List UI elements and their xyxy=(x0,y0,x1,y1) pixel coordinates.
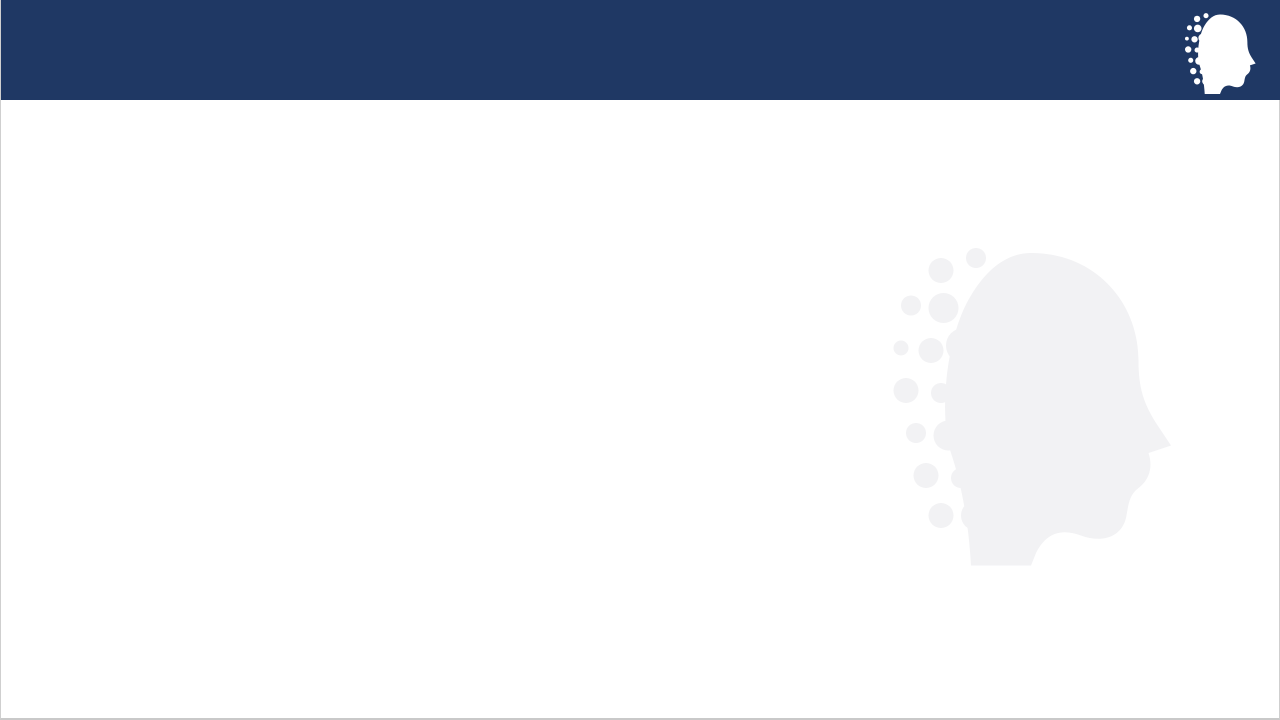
brand-name xyxy=(1009,26,1194,28)
header xyxy=(1,0,1280,100)
brand-logo xyxy=(1009,8,1259,94)
brand-head-icon xyxy=(1181,10,1259,94)
watermark-head-icon xyxy=(881,228,1181,573)
chart-area xyxy=(1,100,1280,720)
